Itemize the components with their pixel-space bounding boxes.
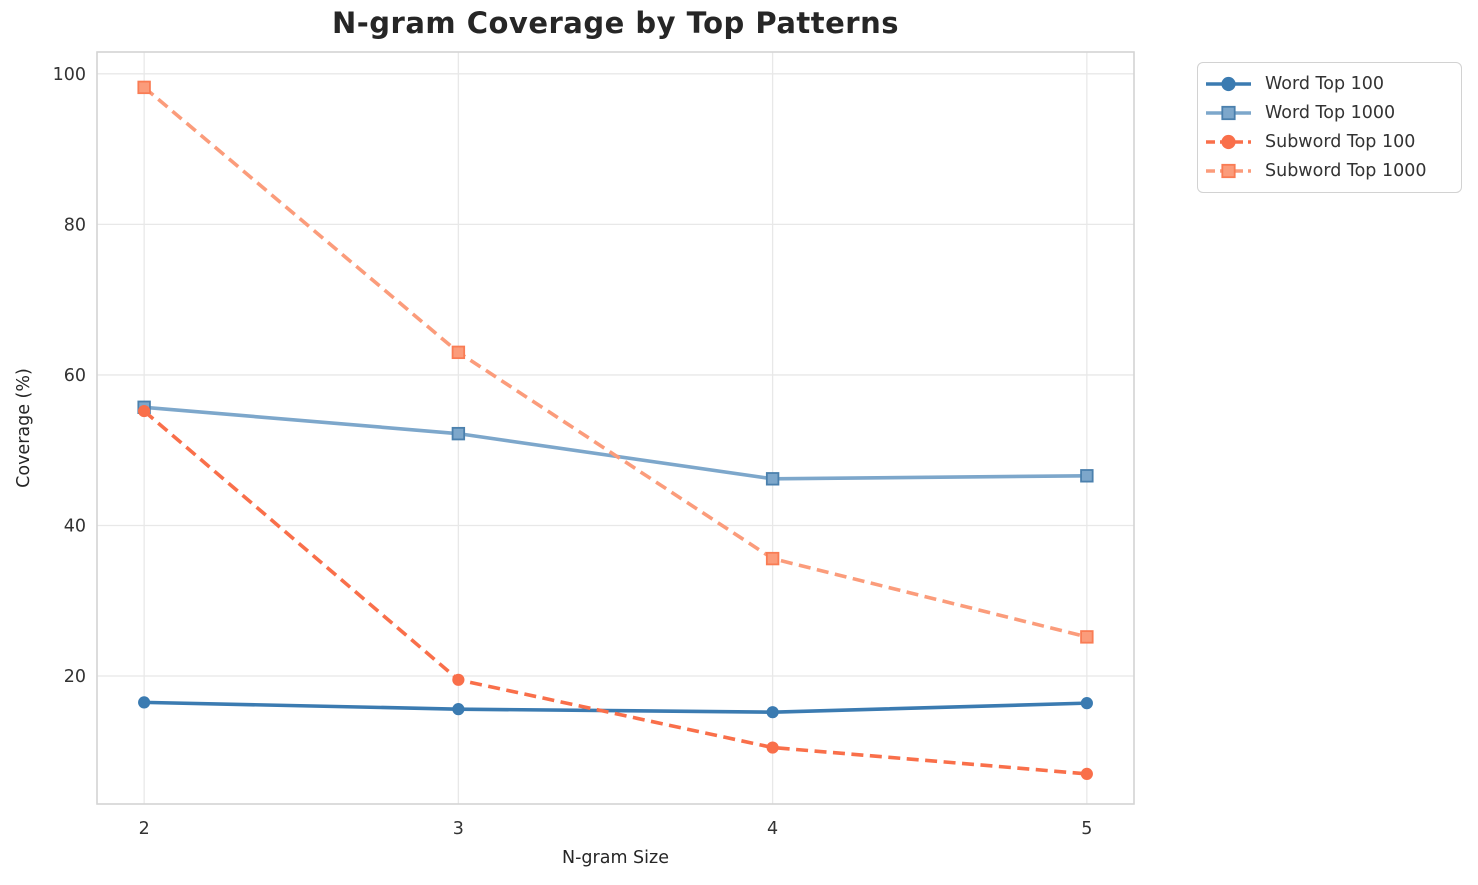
y-axis-label: Coverage (%): [14, 368, 34, 488]
x-tick-label: 5: [1081, 819, 1092, 839]
square-marker-icon: [1221, 105, 1236, 121]
square-marker-icon: [1221, 163, 1236, 179]
data-point-marker: [1080, 697, 1093, 710]
data-point-marker: [138, 404, 151, 418]
x-tick-label: 3: [453, 819, 464, 839]
y-tick-label: 100: [53, 65, 86, 85]
x-tick-label: 2: [139, 819, 150, 839]
y-tick-label: 40: [64, 516, 86, 536]
data-point-marker: [137, 80, 151, 95]
data-point-marker: [766, 741, 779, 754]
circle-marker-icon: [1221, 76, 1236, 92]
data-point-marker: [451, 345, 466, 360]
series-line-word-top-1000: [143, 405, 1087, 481]
data-point-marker: [765, 551, 780, 566]
legend-item: Word Top 1000: [1205, 101, 1449, 125]
legend-item: Subword Top 1000: [1205, 159, 1449, 183]
legend-sample-dashed-line-icon: [1206, 163, 1251, 179]
legend-sample-line-icon: [1206, 105, 1251, 121]
legend-label: Word Top 100: [1265, 74, 1385, 94]
y-tick-label: 60: [64, 366, 86, 386]
data-point-marker: [452, 703, 465, 716]
legend-label: Subword Top 1000: [1265, 161, 1427, 181]
data-point-marker: [1080, 630, 1094, 644]
circle-marker-icon: [1221, 134, 1236, 150]
y-tick-label: 80: [64, 215, 86, 235]
data-point-marker: [452, 673, 465, 686]
data-point-marker: [766, 706, 779, 719]
series-line-subword-top-100: [142, 409, 1088, 776]
legend-label: Word Top 1000: [1265, 103, 1396, 123]
series-line-word-top-100: [144, 700, 1087, 714]
data-point-marker: [765, 472, 780, 486]
legend-sample-dashed-line-icon: [1206, 134, 1251, 150]
data-point-marker: [451, 426, 466, 441]
legend: Word Top 100 Word Top 1000 Subword Top 100…: [1197, 62, 1462, 193]
x-tick-label: 4: [767, 819, 778, 839]
chart-title: N-gram Coverage by Top Patterns: [331, 6, 900, 40]
series-line-subword-top-1000: [142, 86, 1088, 639]
x-axis-label: N-gram Size: [562, 848, 669, 868]
plot-border: [96, 51, 1135, 805]
data-point-marker: [1080, 767, 1093, 780]
legend-item: Subword Top 100: [1205, 130, 1449, 154]
data-point-marker: [138, 696, 151, 709]
y-tick-label: 20: [64, 667, 86, 687]
data-point-marker: [1080, 469, 1094, 483]
legend-label: Subword Top 100: [1265, 132, 1416, 152]
legend-sample-line-icon: [1206, 76, 1251, 92]
legend-item: Word Top 100: [1205, 72, 1449, 96]
